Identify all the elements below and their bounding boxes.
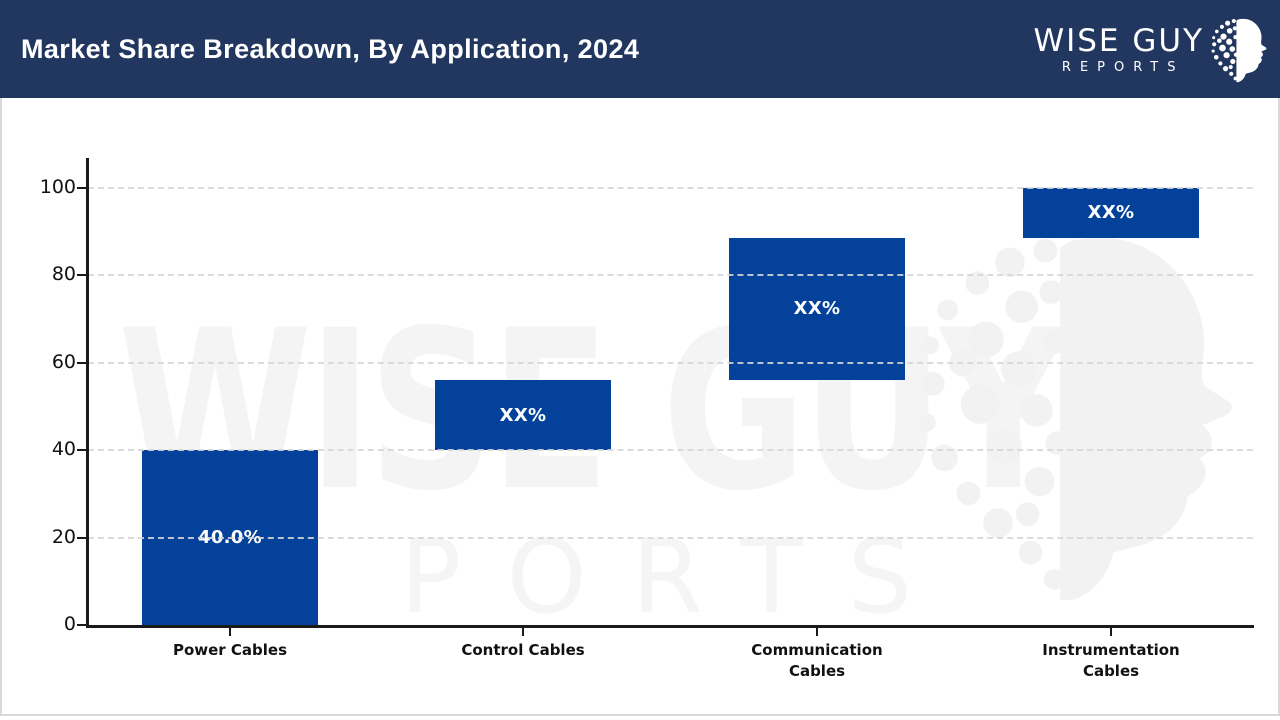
bar-communication-cables: XX% <box>729 237 905 380</box>
bar-value-label-control-cables: XX% <box>499 404 547 426</box>
x-axis-spine <box>86 625 1254 628</box>
logo-subtext: REPORTS <box>1061 59 1185 75</box>
bar-instrumentation-cables: XX% <box>1023 187 1199 238</box>
y-tick-mark-80 <box>77 274 86 276</box>
bar-value-label-communication-cables: XX% <box>793 298 841 320</box>
gridline-y-20 <box>88 536 1253 539</box>
y-tick-label-40: 40 <box>51 438 76 460</box>
logo-face-icon <box>1211 18 1267 83</box>
logo-wordmark: WISE GUY <box>1033 22 1204 59</box>
header-bar: Market Share Breakdown, By Application, … <box>0 0 1280 98</box>
x-tick-label-communication-cables: Communication Cables <box>751 641 883 680</box>
gridline-y-40 <box>88 449 1253 451</box>
y-tick-mark-40 <box>77 449 86 451</box>
logo-text: WISE GUY REPORTS <box>1033 24 1204 75</box>
x-tick-label-power-cables: Power Cables <box>172 641 288 659</box>
gridline-y-60 <box>88 361 1253 364</box>
y-tick-mark-60 <box>77 361 86 364</box>
y-tick-mark-0 <box>77 624 86 626</box>
x-tick-mark-communication-cables <box>816 628 818 636</box>
chart-frame-border <box>0 98 1280 716</box>
y-tick-label-20: 20 <box>51 525 76 548</box>
watermark-face-icon <box>918 237 1232 601</box>
y-tick-label-60: 60 <box>51 350 76 373</box>
bar-value-label-instrumentation-cables: XX% <box>1087 202 1135 224</box>
gridline-y-100 <box>88 186 1253 189</box>
x-tick-mark-instrumentation-cables <box>1110 628 1112 636</box>
y-tick-mark-20 <box>77 536 86 539</box>
y-tick-label-80: 80 <box>51 263 76 285</box>
x-tick-label-instrumentation-cables: Instrumentation Cables <box>1042 641 1180 680</box>
wise-guy-logo: WISE GUY REPORTS <box>1033 6 1280 92</box>
x-tick-label-control-cables: Control Cables <box>461 641 585 659</box>
bar-control-cables: XX% <box>435 380 611 450</box>
y-tick-label-0: 0 <box>63 613 76 635</box>
y-axis-spine <box>86 158 89 628</box>
x-tick-mark-control-cables <box>522 628 524 636</box>
y-tick-mark-100 <box>77 186 86 189</box>
chart-title: Market Share Breakdown, By Application, … <box>21 33 640 64</box>
x-tick-mark-power-cables <box>229 628 231 636</box>
y-tick-label-100: 100 <box>39 175 76 198</box>
gridline-y-80 <box>88 274 1253 276</box>
